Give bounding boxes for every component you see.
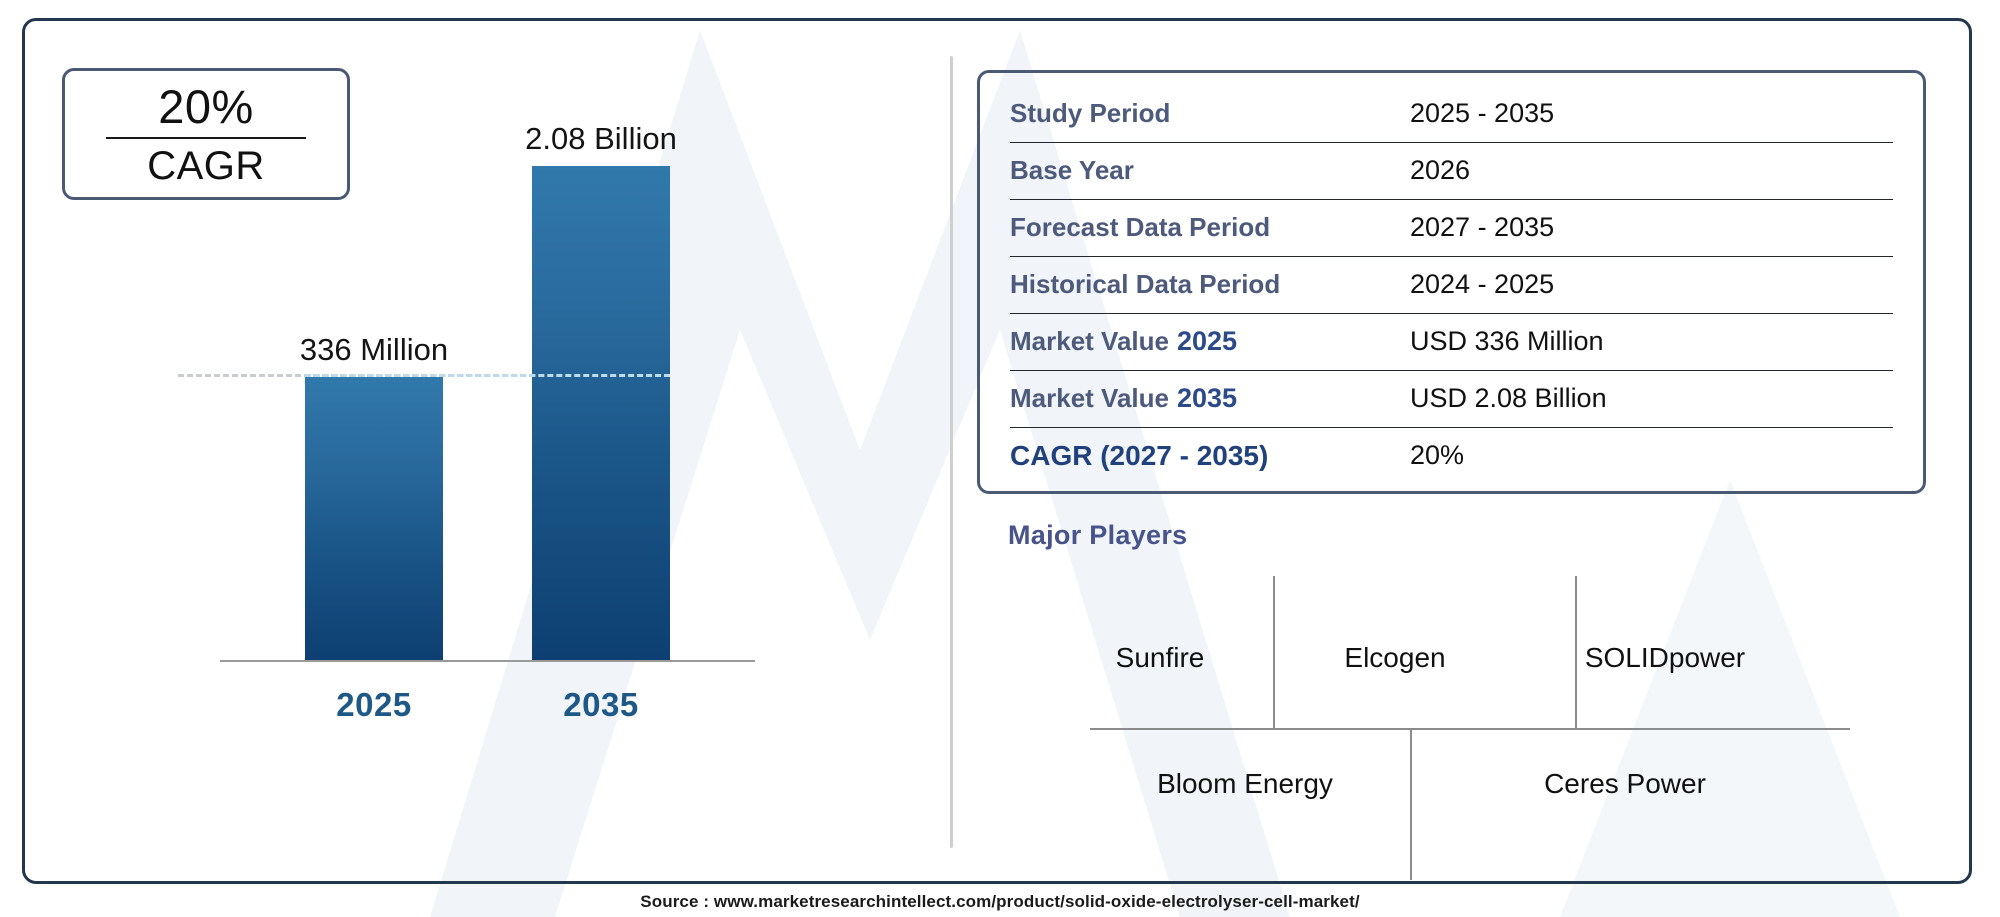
table-row: Forecast Data Period 2027 - 2035 bbox=[1010, 199, 1893, 256]
player-name: SOLIDpower bbox=[1584, 642, 1746, 673]
table-row: Historical Data Period 2024 - 2025 bbox=[1010, 256, 1893, 313]
row-label: Base Year bbox=[1010, 155, 1134, 185]
bar-chart: 336 Million 2.08 Billion 2025 2035 bbox=[60, 121, 890, 820]
row-label: Market Value 2035 bbox=[1010, 383, 1238, 413]
table-row: Market Value 2035 USD 2.08 Billion bbox=[1010, 370, 1893, 427]
bar-value-label-2035: 2.08 Billion bbox=[525, 121, 677, 156]
table-row: Base Year 2026 bbox=[1010, 142, 1893, 199]
bar-value-label-2025: 336 Million bbox=[299, 332, 449, 367]
row-value: 20% bbox=[1410, 440, 1465, 470]
major-players-grid: Sunfire Elcogen SOLIDpower Bloom Energy … bbox=[1045, 560, 1885, 880]
row-value: 2027 - 2035 bbox=[1410, 212, 1555, 242]
bar-2025 bbox=[305, 377, 443, 660]
cagr-badge: 20% CAGR bbox=[62, 68, 350, 200]
x-axis-line bbox=[220, 660, 755, 662]
reference-line-overlay bbox=[305, 374, 670, 377]
x-axis-tick-2035: 2035 bbox=[563, 686, 639, 723]
table-row: CAGR (2027 - 2035) 20% bbox=[1010, 427, 1893, 484]
players-divider-horizontal bbox=[1090, 728, 1850, 730]
player-name: Elcogen bbox=[1344, 642, 1446, 673]
players-divider-vertical bbox=[1410, 730, 1412, 880]
major-players-heading: Major Players bbox=[1008, 520, 1188, 550]
player-name: Bloom Energy bbox=[1157, 768, 1333, 799]
row-label: Market Value 2025 bbox=[1010, 326, 1238, 356]
row-value: 2025 - 2035 bbox=[1410, 98, 1555, 128]
source-attribution: Source : www.marketresearchintellect.com… bbox=[640, 892, 1360, 911]
cagr-label: CAGR bbox=[147, 143, 265, 188]
bar-2035 bbox=[532, 166, 670, 660]
table-row: Market Value 2025 USD 336 Million bbox=[1010, 313, 1893, 370]
row-label: Study Period bbox=[1010, 98, 1171, 128]
row-label: Forecast Data Period bbox=[1010, 212, 1271, 242]
player-name: Sunfire bbox=[1115, 642, 1205, 673]
row-label: CAGR (2027 - 2035) bbox=[1010, 439, 1269, 471]
x-axis-tick-2025: 2025 bbox=[336, 686, 412, 723]
cagr-divider bbox=[106, 136, 306, 139]
table-row: Study Period 2025 - 2035 bbox=[1010, 85, 1893, 142]
row-label-year: 2035 bbox=[1176, 383, 1238, 413]
row-value: USD 2.08 Billion bbox=[1410, 383, 1607, 413]
player-name: Ceres Power bbox=[1544, 768, 1706, 799]
cagr-value: 20% bbox=[158, 79, 254, 133]
row-label: Historical Data Period bbox=[1010, 269, 1281, 299]
row-value: 2024 - 2025 bbox=[1410, 269, 1555, 299]
market-info-table: Study Period 2025 - 2035 Base Year 2026 … bbox=[977, 70, 1926, 494]
row-value: USD 336 Million bbox=[1410, 326, 1604, 356]
row-value: 2026 bbox=[1410, 155, 1471, 185]
row-label-year: 2025 bbox=[1176, 326, 1238, 356]
panel-divider bbox=[950, 56, 953, 848]
